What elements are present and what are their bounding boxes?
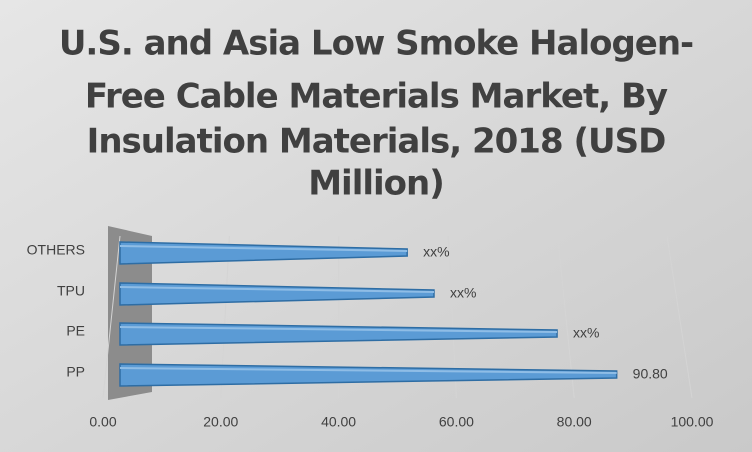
y-tick-label: PE xyxy=(66,323,85,339)
x-tick-label: 20.00 xyxy=(203,414,238,430)
x-tick-label: 100.00 xyxy=(671,414,714,430)
chart-title: Million) xyxy=(308,164,444,204)
x-tick-label: 40.00 xyxy=(321,414,356,430)
chart-title: U.S. and Asia Low Smoke Halogen- xyxy=(59,24,693,64)
value-label: xx% xyxy=(423,244,449,260)
y-tick-label: OTHERS xyxy=(27,242,85,258)
bar-highlight xyxy=(119,286,434,293)
x-tick-label: 80.00 xyxy=(557,414,592,430)
chart-title: Insulation Materials, 2018 (USD xyxy=(87,122,666,162)
back-wall xyxy=(108,226,152,400)
value-label: xx% xyxy=(450,285,476,301)
x-tick-label: 0.00 xyxy=(89,414,116,430)
x-tick-label: 60.00 xyxy=(439,414,474,430)
grid-line xyxy=(102,235,121,399)
bar-highlight xyxy=(119,367,617,374)
chart-title: Free Cable Materials Market, By xyxy=(85,77,668,117)
value-label: xx% xyxy=(573,325,599,341)
bar-highlight xyxy=(119,326,558,333)
grid-line xyxy=(666,235,693,399)
y-tick-label: PP xyxy=(66,364,85,380)
y-tick-label: TPU xyxy=(57,283,85,299)
value-label: 90.80 xyxy=(633,366,668,382)
bar-highlight xyxy=(119,245,408,252)
